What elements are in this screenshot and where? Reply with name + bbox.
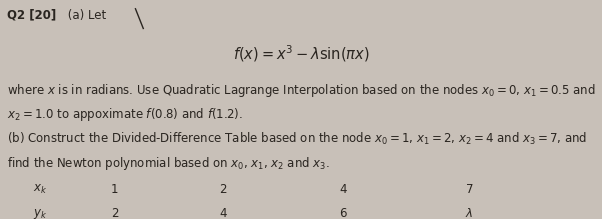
Text: 1: 1 [111, 183, 118, 196]
Text: 2: 2 [219, 183, 226, 196]
Text: 4: 4 [219, 207, 226, 219]
Text: 4: 4 [340, 183, 347, 196]
Text: $x_k$: $x_k$ [33, 183, 48, 196]
Text: $y_k$: $y_k$ [33, 207, 48, 219]
Text: 2: 2 [111, 207, 118, 219]
Text: Q2 [20]: Q2 [20] [7, 9, 57, 22]
Text: where $x$ is in radians. Use Quadratic Lagrange Interpolation based on the nodes: where $x$ is in radians. Use Quadratic L… [7, 82, 596, 99]
Text: 6: 6 [340, 207, 347, 219]
Text: $x_2 = 1.0$ to appoximate $f(0.8)$ and $f(1.2)$.: $x_2 = 1.0$ to appoximate $f(0.8)$ and $… [7, 106, 243, 123]
Text: (a) Let: (a) Let [64, 9, 107, 22]
Text: $f(x) = x^3 - \lambda\sin(\pi x)$: $f(x) = x^3 - \lambda\sin(\pi x)$ [233, 44, 369, 65]
Text: (b) Construct the Divided-Difference Table based on the node $x_0 = 1$, $x_1 = 2: (b) Construct the Divided-Difference Tab… [7, 131, 588, 148]
Text: 7: 7 [466, 183, 473, 196]
Text: find the Newton polynomial based on $x_0$, $x_1$, $x_2$ and $x_3$.: find the Newton polynomial based on $x_0… [7, 155, 330, 173]
Text: $\lambda$: $\lambda$ [465, 207, 474, 219]
